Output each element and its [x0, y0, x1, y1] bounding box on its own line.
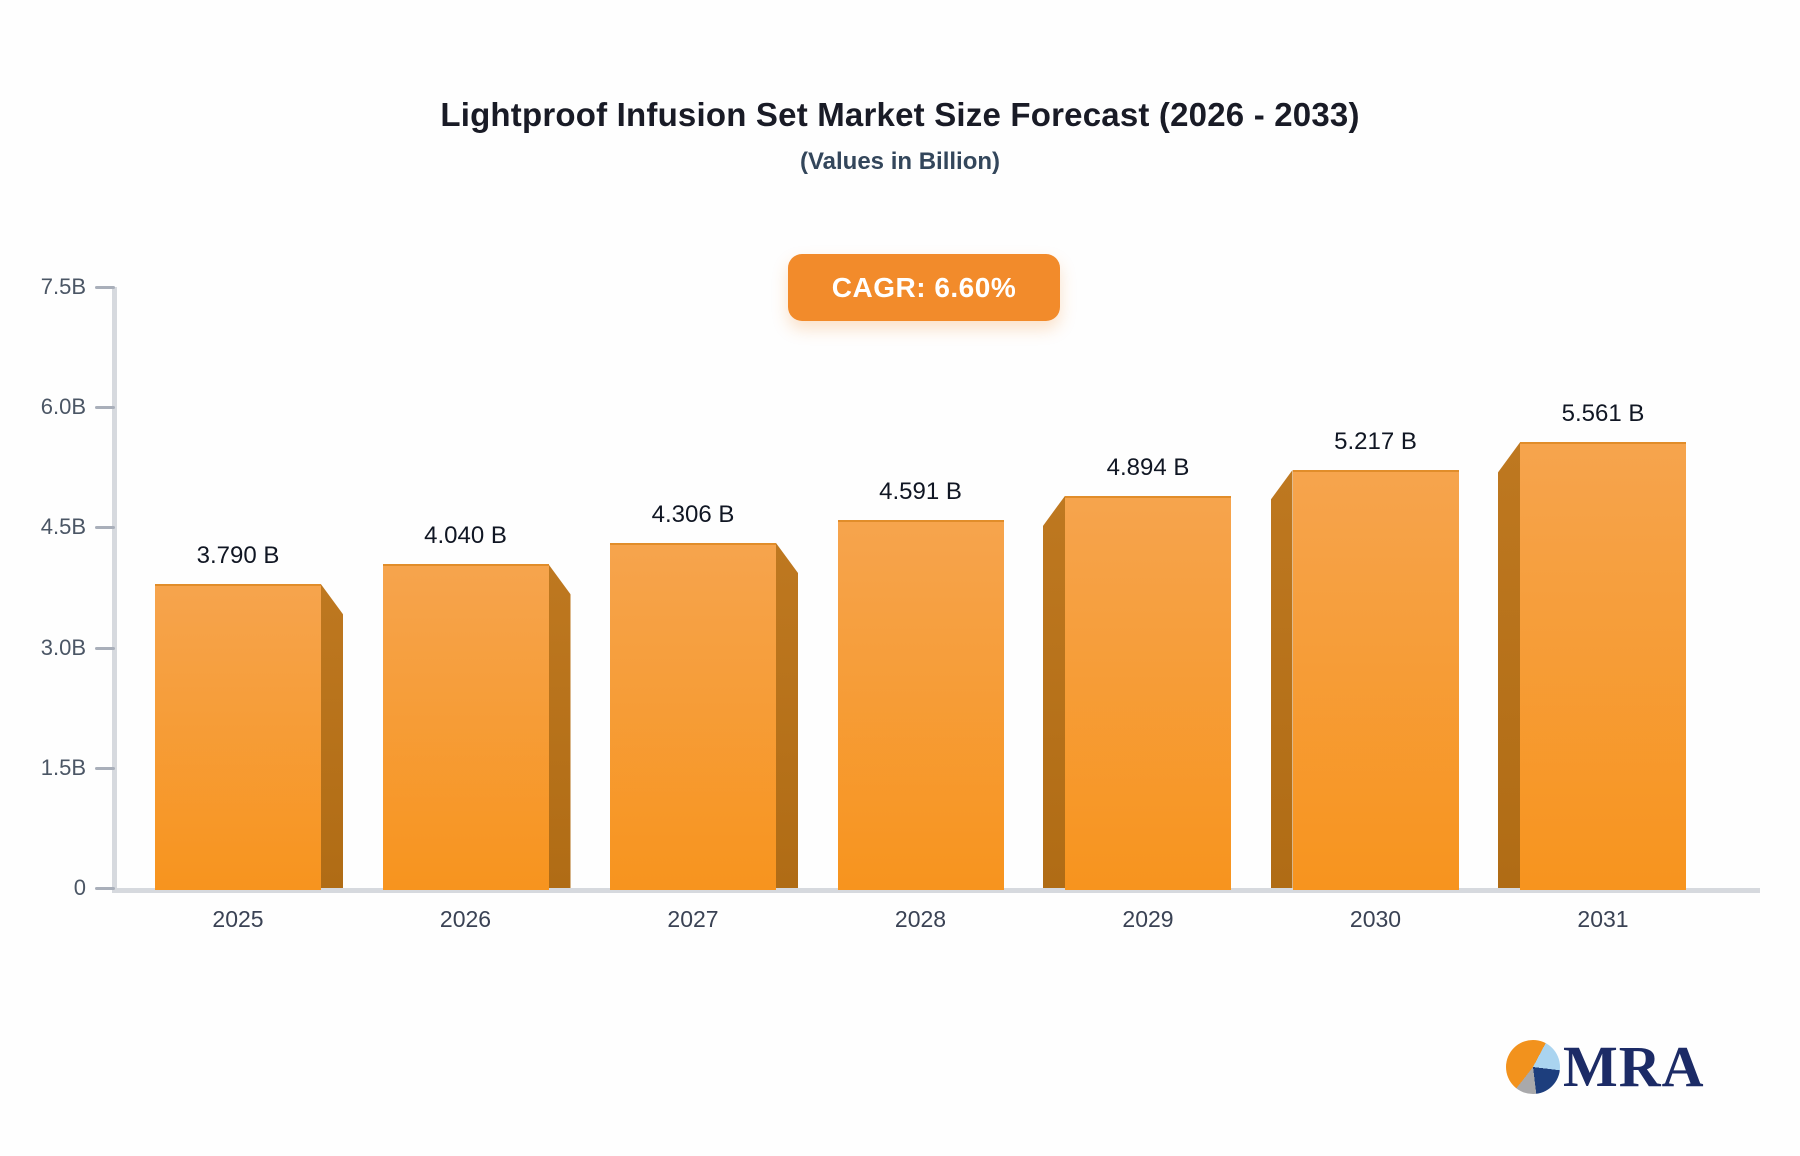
- brand-logo: MRA: [1506, 1038, 1705, 1096]
- bar-value-label: 4.591 B: [879, 478, 962, 506]
- x-axis-label: 2028: [894, 906, 947, 932]
- bar-value-label: 5.561 B: [1561, 400, 1645, 428]
- bar-face-2028: [837, 520, 1004, 890]
- y-axis-tick-mark: [95, 766, 115, 770]
- bar-value-label: 3.790 B: [196, 542, 280, 570]
- y-axis-tick-label: 3.0B: [40, 634, 86, 660]
- bar-side-2027: [776, 542, 798, 888]
- bar-value-label: 4.894 B: [1106, 453, 1190, 481]
- chart-title: Lightproof Infusion Set Market Size Fore…: [440, 96, 1360, 133]
- bar-side-2026: [548, 564, 571, 888]
- y-axis-tick-label: 6.0B: [40, 394, 86, 420]
- x-axis-line: [112, 888, 1760, 893]
- x-axis-label: 2026: [439, 906, 492, 932]
- bar-face-2026: [382, 564, 549, 890]
- bar-face-2029: [1065, 495, 1231, 890]
- cagr-badge: CAGR: 6.60%: [788, 254, 1060, 321]
- y-axis-line: [112, 287, 117, 893]
- logo-text: MRA: [1563, 1034, 1705, 1099]
- chart-subtitle: (Values in Billion): [799, 148, 1001, 175]
- x-axis-label: 2029: [1122, 906, 1174, 932]
- bar-face-2027: [610, 542, 776, 890]
- bar-side-2031: [1498, 442, 1520, 888]
- y-axis-tick-label: 4.5B: [40, 514, 86, 540]
- y-axis-tick-mark: [95, 887, 115, 890]
- bar-value-label: 4.040 B: [424, 522, 507, 550]
- y-axis-tick-label: 1.5B: [40, 754, 86, 780]
- y-axis-tick-mark: [95, 646, 115, 650]
- bar-face-2030: [1292, 469, 1459, 890]
- y-axis-tick-label: 0: [73, 875, 86, 900]
- logo-pie-icon: [1506, 1040, 1560, 1094]
- x-axis-label: 2027: [667, 906, 719, 932]
- bar-side-2029: [1043, 495, 1065, 888]
- bar-face-2031: [1520, 442, 1686, 890]
- y-axis-tick-label: 7.5B: [40, 274, 86, 299]
- bar-side-2025: [321, 584, 343, 888]
- x-axis-label: 2025: [212, 906, 264, 932]
- y-axis-tick-mark: [95, 406, 115, 410]
- bar-value-label: 5.217 B: [1334, 427, 1417, 455]
- x-axis-label: 2030: [1349, 906, 1402, 932]
- x-axis-label: 2031: [1577, 906, 1629, 932]
- y-axis-tick-mark: [95, 526, 115, 530]
- cagr-badge-label: CAGR: 6.60%: [831, 271, 1017, 303]
- bar-value-label: 4.306 B: [651, 500, 735, 528]
- y-axis-tick-mark: [95, 286, 115, 289]
- bar-face-2025: [155, 584, 321, 890]
- bar-side-2030: [1270, 469, 1293, 888]
